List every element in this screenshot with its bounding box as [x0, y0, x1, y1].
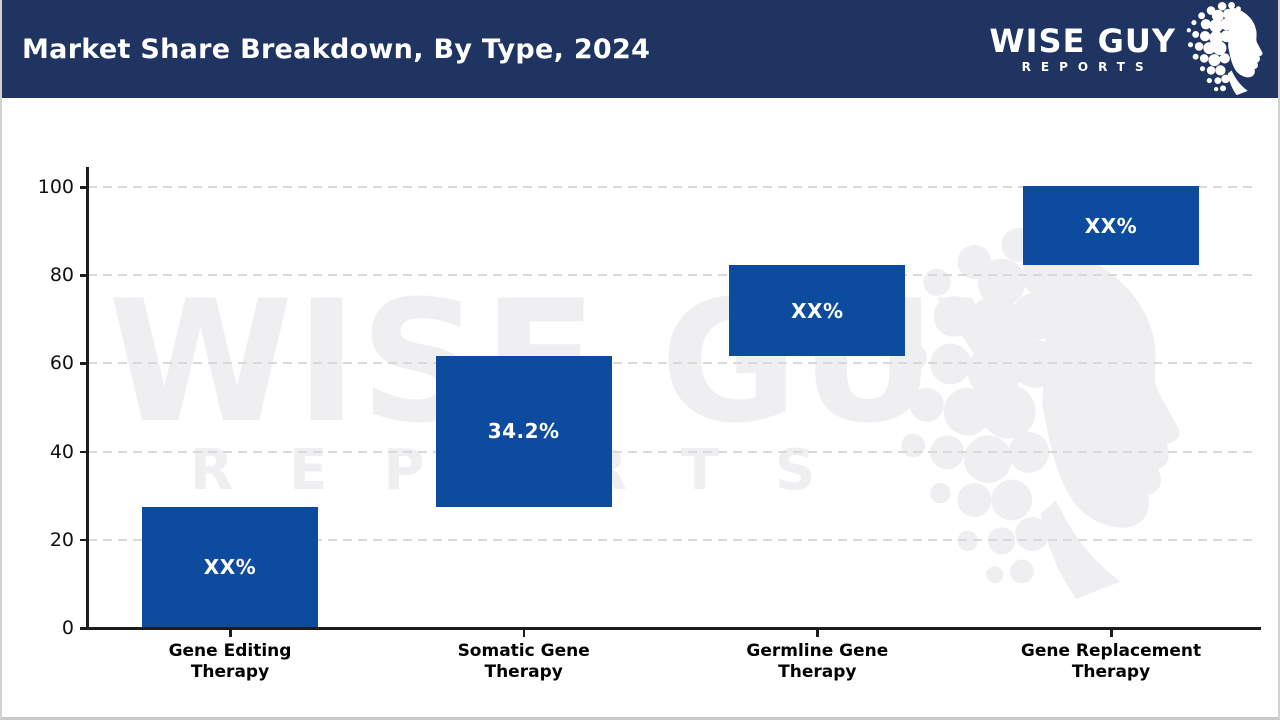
bar-segment: XX% [1023, 186, 1199, 266]
wiseguy-logo: WISE GUY REPORTS [989, 0, 1266, 98]
bar-segment: XX% [142, 506, 318, 627]
y-axis-line [86, 167, 89, 629]
category-label-line1: Somatic Gene [457, 641, 590, 661]
y-tick-mark-40 [80, 450, 88, 454]
bar-segment: 34.2% [435, 355, 612, 507]
y-tick-label-60: 60 [49, 352, 74, 375]
y-tick-mark-20 [80, 538, 88, 542]
page-title: Market Share Breakdown, By Type, 2024 [22, 33, 651, 65]
bar-value-label: XX% [203, 554, 257, 579]
logo-brand-line1: WISE GUY [989, 22, 1176, 60]
y-tick-label-0: 0 [61, 617, 74, 639]
category-label-line2: Therapy [778, 662, 857, 682]
gridline-60 [88, 362, 1257, 365]
y-tick-mark-100 [80, 186, 88, 189]
y-tick-mark-60 [80, 362, 88, 365]
category-label-line2: Therapy [1071, 662, 1151, 682]
logo-brand-line2: REPORTS [1021, 60, 1154, 74]
y-tick-label-100: 100 [37, 176, 74, 198]
category-label: Gene Replacement Therapy [961, 641, 1261, 683]
gridline-100 [88, 186, 1257, 188]
category-label-line1: Gene Editing [168, 641, 292, 661]
gridline-20 [88, 538, 1257, 541]
y-tick-label-20: 20 [49, 528, 74, 551]
x-tick-mark [229, 629, 232, 637]
gridline-40 [88, 450, 1257, 453]
category-label: Gene Editing Therapy [80, 641, 380, 683]
bar-value-label: XX% [791, 298, 844, 323]
y-tick-label-80: 80 [49, 264, 74, 287]
gridline-80 [88, 274, 1257, 277]
header-bar: Market Share Breakdown, By Type, 2024 WI… [0, 0, 1280, 98]
bar-segment: XX% [729, 265, 906, 356]
category-label-line2: Therapy [484, 662, 563, 682]
x-axis-line [86, 627, 1261, 630]
bar-value-label: 34.2% [487, 419, 560, 444]
category-label: Germline Gene Therapy [667, 641, 967, 683]
wiseguy-face-icon [1180, 2, 1266, 96]
wiseguy-logo-text: WISE GUY REPORTS [989, 25, 1176, 73]
category-label-line1: Germline Gene [746, 641, 889, 661]
bar-value-label: XX% [1084, 213, 1138, 238]
y-tick-mark-80 [80, 274, 88, 277]
y-tick-label-40: 40 [49, 440, 74, 463]
y-tick-mark-0 [80, 627, 88, 630]
x-tick-mark [522, 629, 526, 637]
category-label-line1: Gene Replacement [1020, 641, 1202, 661]
category-label: Somatic Gene Therapy [374, 641, 674, 683]
x-tick-mark [1110, 629, 1113, 637]
category-label-line2: Therapy [190, 662, 270, 682]
x-tick-mark [816, 629, 819, 637]
